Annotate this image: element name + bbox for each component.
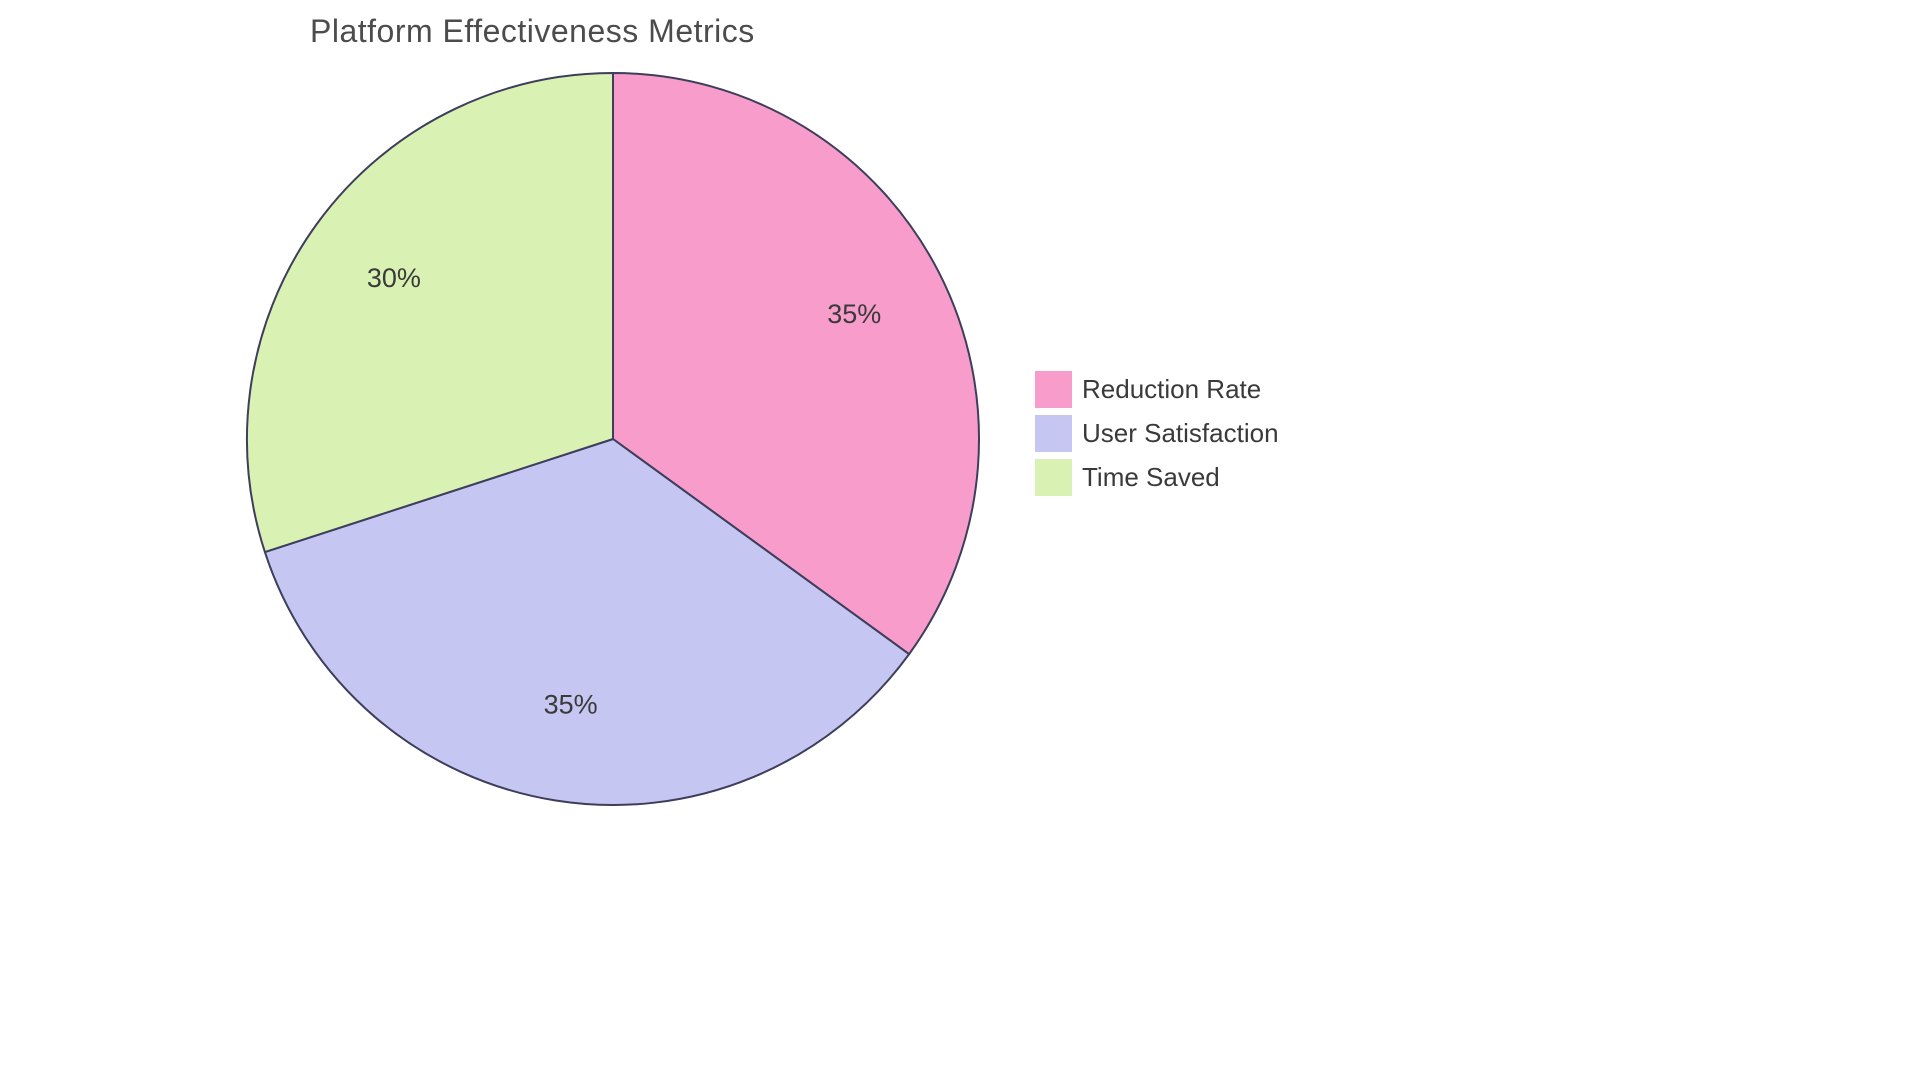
legend-swatch xyxy=(1035,459,1072,496)
slice-percent-label: 30% xyxy=(367,263,421,293)
slice-percent-label: 35% xyxy=(544,690,598,720)
legend-swatch xyxy=(1035,371,1072,408)
legend-item[interactable]: Time Saved xyxy=(1035,459,1279,496)
legend-swatch xyxy=(1035,415,1072,452)
pie-slice xyxy=(612,72,980,656)
chart-legend: Reduction Rate User Satisfaction Time Save… xyxy=(1035,371,1279,496)
chart-title: Platform Effectiveness Metrics xyxy=(310,13,755,49)
legend-item-label: Reduction Rate xyxy=(1082,374,1262,404)
legend-item-label: Time Saved xyxy=(1082,462,1220,492)
pie-slice xyxy=(246,72,614,554)
slice-percent-label: 35% xyxy=(827,299,881,329)
legend-item-label: User Satisfaction xyxy=(1082,418,1279,448)
legend-item[interactable]: User Satisfaction xyxy=(1035,415,1279,452)
pie-slice xyxy=(263,438,911,806)
legend-item[interactable]: Reduction Rate xyxy=(1035,371,1279,408)
